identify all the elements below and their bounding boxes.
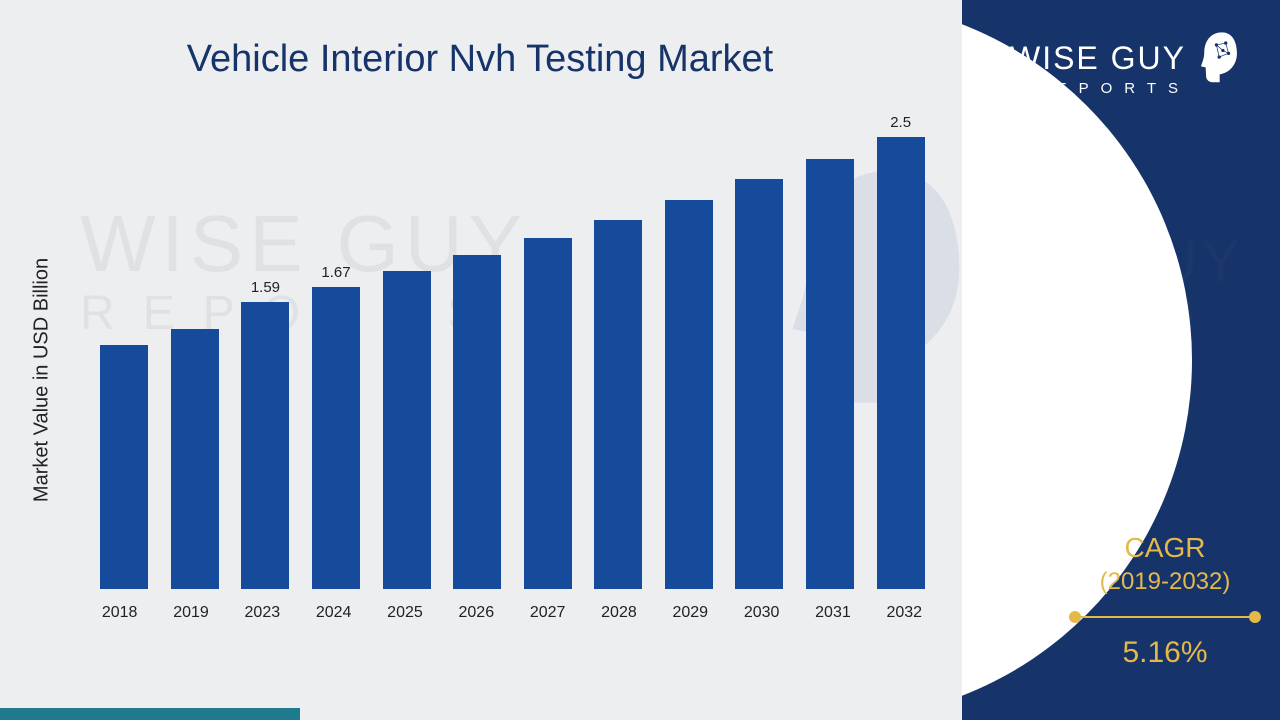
x-tick-label: 2027: [512, 604, 583, 622]
bar: [524, 238, 572, 589]
bar: [241, 302, 289, 589]
right-info-panel: WISE GUY REPORTS WISE GUY REPORTS CA: [962, 0, 1280, 720]
bar-value-label: 1.59: [251, 279, 280, 296]
bar-wrap: [442, 120, 513, 589]
bar-wrap: [583, 120, 654, 589]
bar: [806, 159, 854, 589]
x-tick-label: 2026: [441, 604, 512, 622]
bar: [594, 220, 642, 589]
cagr-label: CAGR: [1050, 532, 1280, 564]
bar-value-label: 2.5: [890, 114, 911, 131]
bar: [453, 255, 501, 589]
cagr-years: (2019-2032): [1050, 568, 1280, 596]
bar-wrap: [160, 120, 231, 589]
bar: [665, 200, 713, 589]
bar: [100, 345, 148, 589]
y-axis-label: Market Value in USD Billion: [31, 258, 54, 502]
x-tick-label: 2032: [869, 604, 940, 622]
bar-wrap: [371, 120, 442, 589]
brand-main-text: WISE GUY: [1010, 40, 1186, 77]
bar-wrap: [795, 120, 866, 589]
bar-group: 1.59 1.67 2.5: [85, 120, 940, 589]
bottom-accent-strip: [0, 708, 300, 720]
x-tick-label: 2023: [227, 604, 298, 622]
cagr-block: CAGR (2019-2032) 5.16%: [1050, 532, 1280, 670]
x-tick-label: 2018: [84, 604, 155, 622]
x-axis-labels: 2018201920232024202520262027202820292030…: [84, 604, 940, 622]
bar-wrap: 2.5: [865, 120, 936, 589]
x-tick-label: 2025: [369, 604, 440, 622]
bar: [735, 179, 783, 589]
chart-container: Market Value in USD Billion 1.591.672.5 …: [60, 120, 940, 640]
bar-wrap: [654, 120, 725, 589]
bar: [383, 271, 431, 589]
bar-wrap: 1.59: [230, 120, 301, 589]
chart-title: Vehicle Interior Nvh Testing Market: [80, 38, 880, 81]
bar: [171, 329, 219, 589]
brand-sub-text: REPORTS: [990, 80, 1190, 97]
bar-wrap: [89, 120, 160, 589]
bar-value-label: 1.67: [321, 264, 350, 281]
x-tick-label: 2024: [298, 604, 369, 622]
x-tick-label: 2030: [726, 604, 797, 622]
cagr-divider: [1075, 616, 1255, 618]
x-tick-label: 2031: [797, 604, 868, 622]
bar-wrap: 1.67: [301, 120, 372, 589]
x-tick-label: 2019: [155, 604, 226, 622]
main-chart-area: WISE GUY REPORTS Vehicle Interior Nvh Te…: [0, 0, 962, 720]
bar-wrap: [512, 120, 583, 589]
bar: [312, 287, 360, 589]
bar-wrap: [724, 120, 795, 589]
x-tick-label: 2029: [655, 604, 726, 622]
bar: [877, 137, 925, 589]
plot-area: 1.59 1.67 2.5: [84, 120, 940, 590]
brand-main-row: WISE GUY: [990, 30, 1250, 86]
brand-logo: WISE GUY REPORTS: [990, 30, 1250, 97]
brand-head-icon: [1194, 30, 1250, 86]
x-tick-label: 2028: [583, 604, 654, 622]
cagr-value: 5.16%: [1050, 636, 1280, 670]
